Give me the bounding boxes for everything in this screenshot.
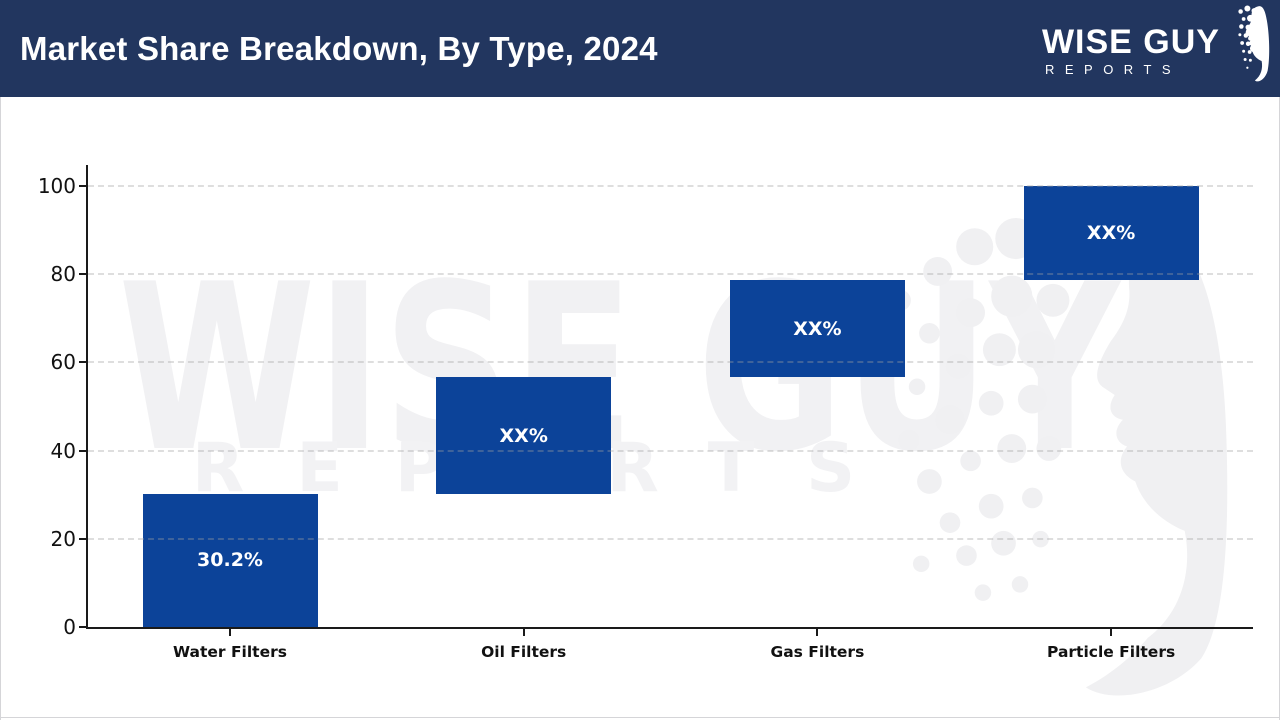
- x-tick-mark: [229, 629, 231, 636]
- x-category-label: Gas Filters: [770, 643, 865, 661]
- left-border: [0, 97, 1, 720]
- y-tick-label: 100: [37, 174, 76, 198]
- y-gridline: [88, 361, 1253, 364]
- y-gridline: [88, 537, 1253, 540]
- y-tick-mark: [79, 626, 86, 628]
- waterfall-bar: XX%: [729, 280, 905, 378]
- waterfall-bar: XX%: [1023, 186, 1199, 281]
- y-gridline: [88, 273, 1253, 276]
- bar-value-label: XX%: [499, 424, 548, 447]
- y-gridline: [88, 449, 1253, 452]
- bar-value-label: XX%: [1086, 222, 1136, 245]
- bar-value-label: XX%: [793, 317, 842, 340]
- y-tick-label: 60: [50, 350, 76, 375]
- logo-text: WISE GUY REPORTS: [1042, 25, 1220, 76]
- x-category-label: Oil Filters: [481, 643, 567, 661]
- y-gridline: [88, 185, 1253, 187]
- y-tick-mark: [79, 361, 86, 364]
- x-axis-line: [86, 627, 1253, 629]
- logo-face-icon: [1238, 5, 1270, 82]
- waterfall-bar: 30.2%: [142, 493, 318, 627]
- y-tick-mark: [79, 273, 86, 276]
- y-tick-label: 80: [50, 262, 76, 287]
- logo-subtitle: REPORTS: [1044, 61, 1182, 77]
- x-tick-mark: [522, 629, 525, 636]
- x-tick-mark: [816, 629, 819, 636]
- x-tick-mark: [1110, 629, 1113, 636]
- waterfall-bar: XX%: [436, 377, 612, 494]
- y-tick-label: 20: [50, 526, 76, 551]
- y-tick-mark: [79, 449, 86, 452]
- watermark-face-icon: [890, 217, 1228, 696]
- bottom-border: [0, 717, 1280, 718]
- y-axis-line: [86, 165, 88, 629]
- x-category-label: Water Filters: [173, 643, 287, 661]
- y-tick-mark: [79, 185, 86, 187]
- y-tick-mark: [79, 537, 86, 540]
- bar-value-label: 30.2%: [197, 549, 263, 572]
- y-tick-label: 0: [63, 615, 76, 639]
- waterfall-chart: WISE GUY REPORTS 02040608010030.2%Water …: [0, 97, 1280, 720]
- chart-title: Market Share Breakdown, By Type, 2024: [20, 29, 658, 67]
- header: Market Share Breakdown, By Type, 2024 WI…: [0, 0, 1280, 97]
- y-tick-label: 40: [50, 438, 76, 463]
- wise-guy-logo: WISE GUY REPORTS: [1042, 4, 1270, 94]
- x-category-label: Particle Filters: [1047, 643, 1176, 661]
- logo-wordmark: WISE GUY: [1041, 22, 1220, 61]
